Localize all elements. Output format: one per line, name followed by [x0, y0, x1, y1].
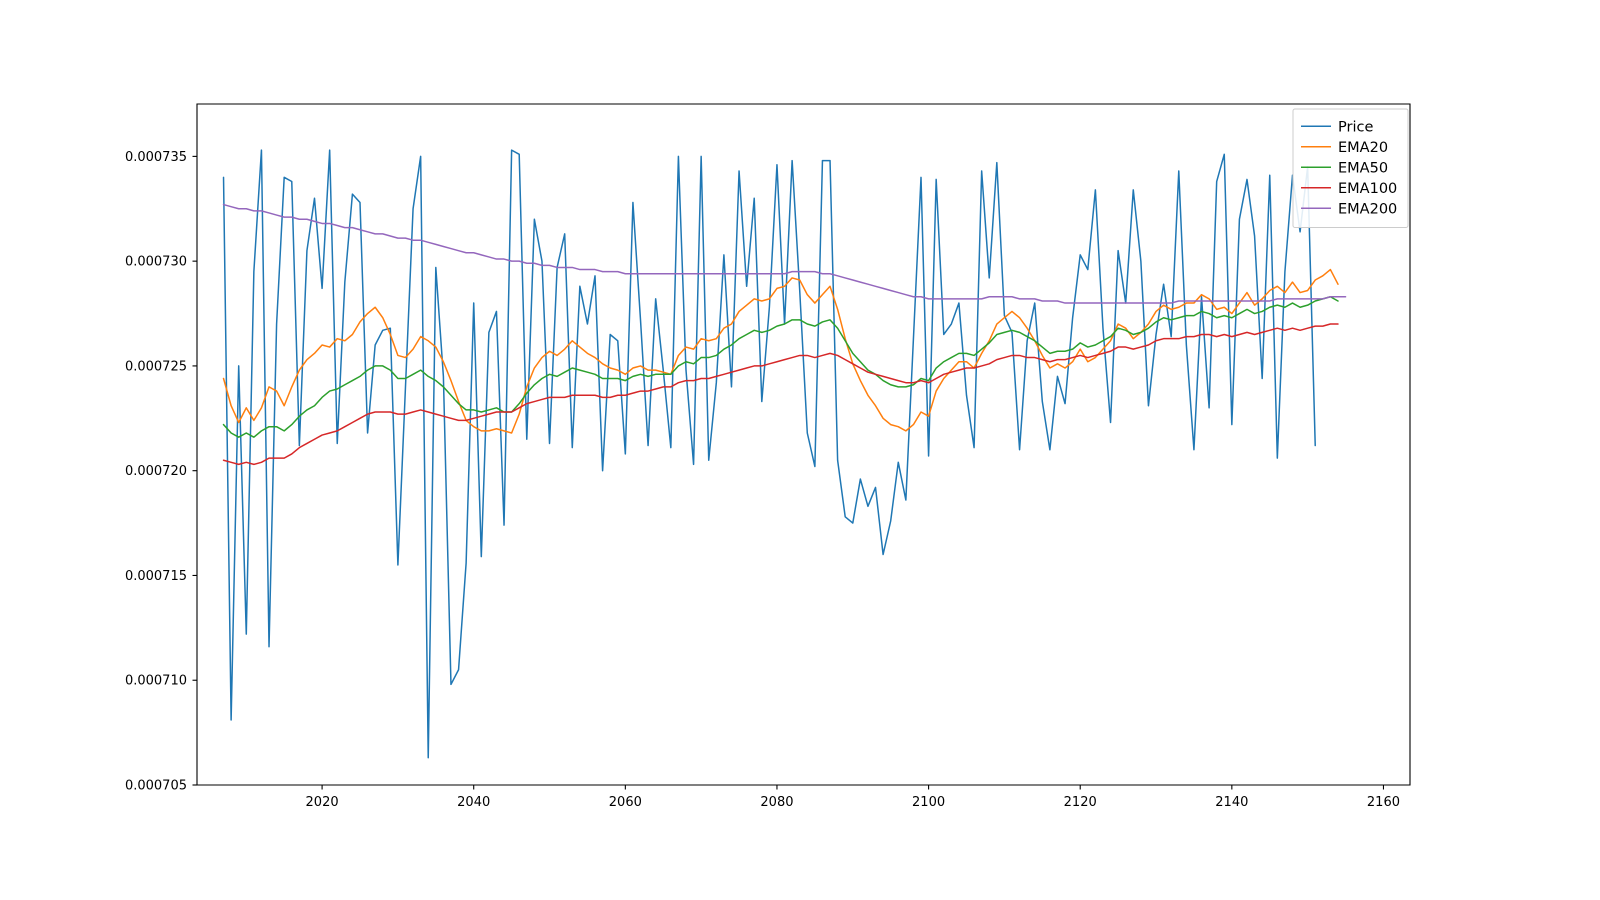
chart-legend[interactable]: Price EMA20 EMA50 EMA100 EMA200 [1292, 108, 1409, 228]
x-tick-label: 2040 [457, 795, 490, 810]
series-line-ema100 [222, 323, 1339, 466]
series-line-ema20 [222, 268, 1339, 434]
legend-label-ema200: EMA200 [1338, 201, 1397, 217]
y-tick-label: 0.000725 [125, 359, 187, 374]
x-tick-label: 2160 [1367, 795, 1400, 810]
x-tick-label: 2120 [1064, 795, 1097, 810]
legend-entry-ema20[interactable]: EMA20 [1301, 140, 1388, 156]
y-tick-label: 0.000730 [125, 255, 187, 270]
y-tick-label: 0.000705 [125, 779, 187, 794]
legend-label-ema50: EMA50 [1338, 160, 1388, 176]
y-tick-label: 0.000735 [125, 150, 187, 165]
axes [196, 103, 1411, 786]
legend-label-ema20: EMA20 [1338, 140, 1388, 156]
y-tick-label: 0.000715 [125, 569, 187, 584]
x-tick-label: 2080 [760, 795, 793, 810]
axes-spines [196, 103, 1411, 786]
series-line-ema50 [222, 296, 1339, 438]
legend-entry-ema100[interactable]: EMA100 [1301, 181, 1397, 197]
y-tick-label: 0.000720 [125, 464, 187, 479]
legend-label-price: Price [1338, 119, 1373, 135]
x-tick-label: 2140 [1215, 795, 1248, 810]
x-tick-label: 2060 [609, 795, 642, 810]
legend-entry-ema50[interactable]: EMA50 [1301, 160, 1388, 176]
legend-entry-price[interactable]: Price [1301, 119, 1373, 135]
axis-ticks: 2020 2040 2060 2080 2100 2120 2140 2160 0.000705… [125, 150, 1400, 810]
series-line-ema200 [222, 203, 1347, 304]
legend-frame [1292, 108, 1409, 228]
legend-entry-ema200[interactable]: EMA200 [1301, 201, 1397, 217]
legend-label-ema100: EMA100 [1338, 181, 1397, 197]
x-tick-label: 2020 [306, 795, 339, 810]
x-tick-label: 2100 [912, 795, 945, 810]
series-lines [222, 149, 1347, 759]
series-line-price [222, 149, 1316, 759]
y-tick-label: 0.000710 [125, 674, 187, 689]
